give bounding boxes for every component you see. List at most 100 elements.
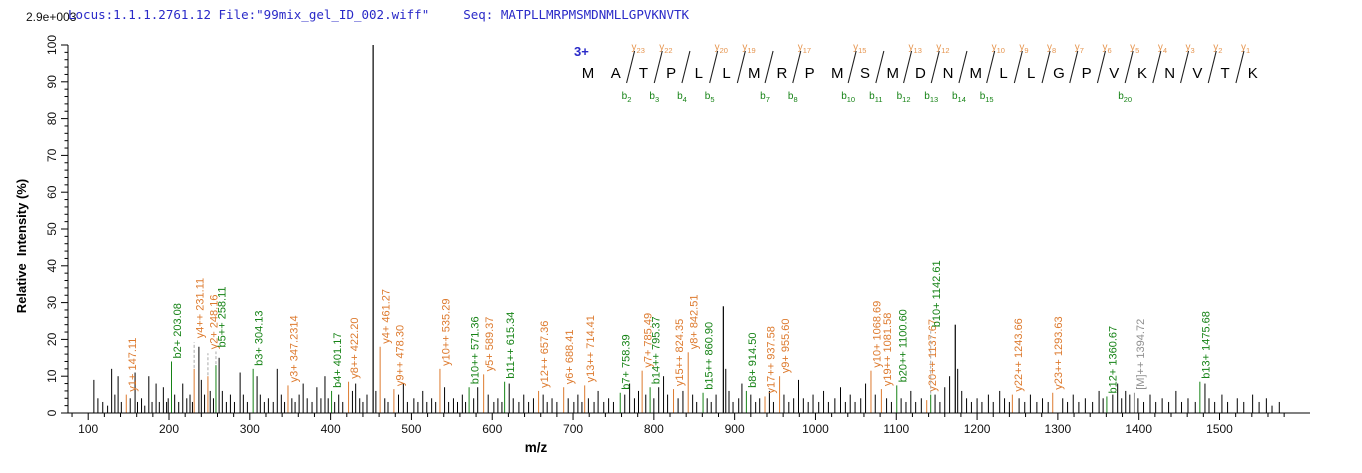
cleavage-mark [1096, 50, 1106, 84]
residue: L [1027, 65, 1035, 82]
peak-label: b10+ 1142.61 [931, 260, 943, 327]
y-ion-label: y8 [1047, 42, 1056, 55]
peak-label: y10+ 1068.69 [871, 301, 883, 368]
peak-label: b7+ 758.39 [621, 334, 633, 389]
y-ion-label: y15 [853, 42, 866, 55]
peak-label: b10++ 571.36 [470, 316, 482, 384]
cleavage-mark [1041, 50, 1051, 84]
cleavage-mark [1013, 50, 1023, 84]
background-peaks [93, 45, 1280, 413]
cleavage-mark [653, 50, 663, 84]
peak-label: y7+ 785.49 [643, 313, 655, 368]
x-tick-label: 1100 [883, 422, 909, 436]
seq-value: MATPLLMRPMSMDNMLLGPVKNVTK [500, 7, 690, 22]
residue: V [1109, 65, 1119, 82]
peak-label: y8++ 422.20 [349, 318, 361, 379]
peak-label: y22++ 1243.66 [1013, 318, 1025, 391]
y-tick-label: 0 [45, 409, 59, 416]
residue: T [1221, 65, 1230, 82]
y-tick-label: 10 [45, 369, 59, 383]
residue: P [1082, 65, 1092, 82]
residue: L [695, 65, 703, 82]
y-tick-label: 40 [45, 259, 59, 273]
residue: M [970, 65, 983, 82]
b-ion-label: b5 [705, 91, 715, 104]
b-ion-label: b4 [677, 91, 687, 104]
peak-label: y6+ 688.41 [564, 329, 576, 384]
residue: M [748, 65, 761, 82]
peak-label: y8+ 842.51 [689, 295, 701, 350]
header-line: Locus:1.1.1.2761.12 File:"99mix_gel_ID_0… [68, 7, 689, 22]
y-tick-label: 100 [45, 35, 59, 55]
peak-label: b15++ 860.90 [704, 322, 716, 390]
cleavage-mark [1207, 50, 1217, 84]
y-ion-label: y13 [909, 42, 922, 55]
residue: N [943, 65, 954, 82]
x-tick-label: 300 [240, 422, 260, 436]
residue: M [831, 65, 844, 82]
seq-label: Seq: [463, 7, 494, 22]
x-tick-label: 1000 [802, 422, 829, 436]
peak-label: b2+ 203.08 [172, 303, 184, 358]
peak-label: y5+ 589.37 [484, 317, 496, 372]
labeled-peaks: y1+ 147.11 b2+ 203.08 y4++ 231.11 y2+ 248.1… [125, 260, 1212, 413]
cleavage-mark [709, 50, 719, 84]
peak-label: y9+ 955.60 [780, 318, 792, 373]
cleavage-mark [1180, 50, 1190, 84]
peak-label: b12+ 1360.67 [1107, 326, 1119, 394]
peak-label: y20++ 1137.67 [927, 319, 939, 392]
y-ion-label: y10 [992, 42, 1005, 55]
peak-label: y17++ 937.58 [766, 326, 778, 393]
cleavage-mark [736, 50, 746, 84]
peak-label: [M]++ 1394.72 [1135, 319, 1147, 390]
peak-label: b14++ 795.37 [651, 316, 663, 384]
y-ion-label: y20 [715, 42, 728, 55]
b-ion-label: b14 [952, 91, 966, 104]
cleavage-mark [930, 50, 940, 84]
y-tick-label: 50 [45, 222, 59, 236]
y-ion-label: y1 [1241, 42, 1250, 55]
residue: A [611, 65, 621, 82]
x-tick-label: 200 [159, 422, 179, 436]
y-tick-label: 30 [45, 296, 59, 310]
peak-label: y2+ 248.16 [208, 295, 220, 350]
peak-label: b4+ 401.17 [332, 333, 344, 388]
cleavage-mark [958, 50, 968, 84]
residue: G [1053, 65, 1065, 82]
y-tick-label: 80 [45, 112, 59, 126]
residue: K [1248, 65, 1258, 82]
peak-label: y4++ 231.11 [195, 278, 207, 338]
locus-file-text: Locus:1.1.1.2761.12 File:"99mix_gel_ID_0… [68, 7, 430, 22]
peak-label: y1+ 147.11 [127, 338, 139, 392]
b-ion-label: b10 [841, 91, 855, 104]
y-tick-label: 60 [45, 185, 59, 199]
peak-label: y13++ 714.41 [585, 315, 597, 382]
x-tick-label: 900 [725, 422, 745, 436]
b-ion-label: b2 [622, 91, 632, 104]
y-ion-label: y4 [1158, 42, 1167, 55]
cleavage-mark [764, 50, 774, 84]
residue: M [582, 65, 595, 82]
x-tick-label: 1200 [964, 422, 991, 436]
y-ion-label: y6 [1102, 42, 1111, 55]
residue: K [1137, 65, 1147, 82]
y-ion-label: y9 [1019, 42, 1028, 55]
b-ion-label: b3 [649, 91, 659, 104]
peak-label: b3+ 304.13 [254, 310, 266, 365]
cleavage-mark [1069, 50, 1079, 84]
residue: D [915, 65, 926, 82]
y-ion-label: y12 [936, 42, 949, 55]
x-tick-label: 1300 [1045, 422, 1072, 436]
y-ion-label: y7 [1075, 42, 1084, 55]
peak-label: b20++ 1100.60 [897, 309, 909, 382]
peak-label: y15++ 824.35 [674, 319, 686, 386]
y-ion-label: y17 [798, 42, 811, 55]
residue: T [639, 65, 648, 82]
y-ion-label: y2 [1213, 42, 1222, 55]
residue: L [722, 65, 730, 82]
x-tick-label: 1400 [1125, 422, 1152, 436]
residue: V [1192, 65, 1202, 82]
